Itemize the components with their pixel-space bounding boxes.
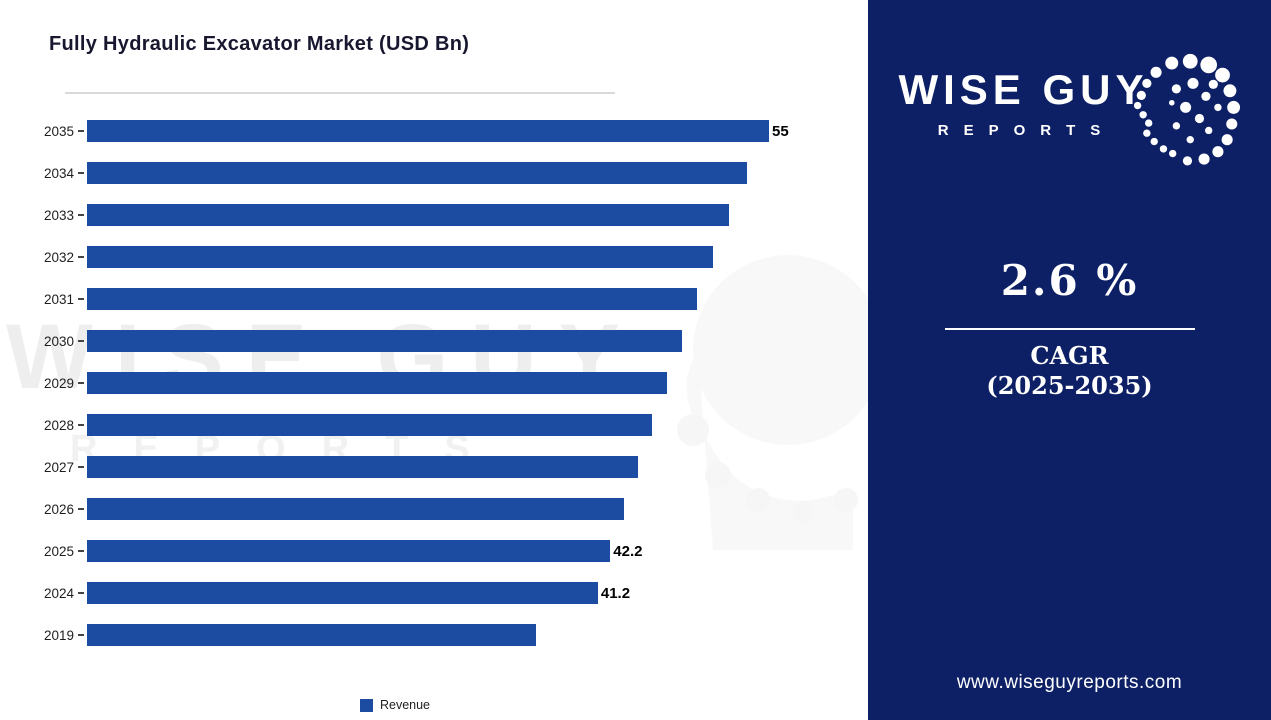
revenue-bar xyxy=(87,540,611,562)
bar-row: 2030 xyxy=(6,320,868,362)
bar-value-label: 41.2 xyxy=(600,584,631,602)
brand-subtitle: REPORTS xyxy=(937,122,1116,139)
revenue-bar xyxy=(87,498,624,520)
axis-tick-icon xyxy=(78,256,84,258)
cagr-value: 2.6 % xyxy=(1000,256,1139,305)
bar-track xyxy=(87,330,868,352)
bar-track: 55 xyxy=(87,120,868,142)
revenue-bar xyxy=(87,624,536,646)
axis-tick-icon xyxy=(78,298,84,300)
axis-tick-icon xyxy=(78,592,84,594)
y-axis-label: 2027 xyxy=(43,459,74,475)
bar-track xyxy=(87,246,868,268)
bar-track xyxy=(87,204,868,226)
bar-value-label: 42.2 xyxy=(613,542,643,560)
title-underline xyxy=(65,92,615,94)
revenue-bar xyxy=(87,204,730,226)
revenue-bar xyxy=(87,120,769,142)
legend: Revenue xyxy=(0,698,790,712)
revenue-bar xyxy=(87,456,638,478)
axis-tick-icon xyxy=(78,634,84,636)
chart-title: Fully Hydraulic Excavator Market (USD Bn… xyxy=(49,33,470,55)
y-axis-label: 2024 xyxy=(43,585,74,601)
y-axis-label: 2031 xyxy=(43,291,74,307)
bar-track: 41.2 xyxy=(87,582,868,604)
bar-track xyxy=(87,414,868,436)
bar-row: 2031 xyxy=(6,278,868,320)
revenue-bar xyxy=(87,582,598,604)
y-axis-label: 2034 xyxy=(43,165,74,181)
bar-track xyxy=(87,624,868,646)
brand-name: WISE GUY xyxy=(898,66,1149,113)
dotted-head-logo-icon xyxy=(1133,53,1240,166)
y-axis-label: 2033 xyxy=(43,207,74,223)
axis-tick-icon xyxy=(78,382,84,384)
bar-row: 2027 xyxy=(6,446,868,488)
y-axis-label: 2025 xyxy=(43,543,74,559)
axis-tick-icon xyxy=(78,550,84,552)
y-axis-label: 2030 xyxy=(43,333,74,349)
bar-row: 2032 xyxy=(6,236,868,278)
y-axis-label: 2029 xyxy=(43,375,74,391)
bar-value-label: 55 xyxy=(772,122,789,140)
bar-row: 2033 xyxy=(6,194,868,236)
website-link[interactable]: www.wiseguyreports.com xyxy=(956,672,1183,693)
bar-row: 2035 55 xyxy=(6,110,868,152)
bar-row: 2019 xyxy=(6,614,868,656)
cagr-label: CAGR (2025-2035) xyxy=(868,341,1271,401)
revenue-bar xyxy=(87,372,668,394)
legend-swatch xyxy=(359,698,373,712)
cagr-label-line2: (2025-2035) xyxy=(986,371,1153,400)
brand-logo: WISE GUY REPORTS xyxy=(868,52,1271,172)
bar-row: 2034 xyxy=(6,152,868,194)
bar-row: 2029 xyxy=(6,362,868,404)
revenue-bar xyxy=(87,330,683,352)
bar-row: 2028 xyxy=(6,404,868,446)
legend-label: Revenue xyxy=(379,698,431,712)
y-axis-label: 2032 xyxy=(43,249,74,265)
axis-tick-icon xyxy=(78,172,84,174)
side-panel: WISE GUY REPORTS xyxy=(868,0,1271,720)
cagr-divider-line xyxy=(945,328,1195,330)
bar-row: 2025 42.2 xyxy=(6,530,868,572)
axis-tick-icon xyxy=(78,130,84,132)
bar-track xyxy=(87,498,868,520)
revenue-bar xyxy=(87,414,653,436)
revenue-bar xyxy=(87,246,714,268)
axis-tick-icon xyxy=(78,424,84,426)
bar-rows: 2035 55 2034 2033 2032 2031 2030 2029 2028 2027 20… xyxy=(6,110,868,656)
bar-track xyxy=(87,372,868,394)
bar-row: 2026 xyxy=(6,488,868,530)
axis-tick-icon xyxy=(78,508,84,510)
bar-track xyxy=(87,288,868,310)
cagr-label-line1: CAGR xyxy=(1030,341,1109,370)
y-axis-label: 2035 xyxy=(43,123,74,139)
revenue-bar xyxy=(87,162,747,184)
y-axis-label: 2028 xyxy=(43,417,74,433)
revenue-bar xyxy=(87,288,698,310)
y-axis-label: 2026 xyxy=(43,501,74,517)
bar-row: 2024 41.2 xyxy=(6,572,868,614)
bar-track: 42.2 xyxy=(87,540,868,562)
axis-tick-icon xyxy=(78,466,84,468)
axis-tick-icon xyxy=(78,214,84,216)
y-axis-label: 2019 xyxy=(43,627,74,643)
axis-tick-icon xyxy=(78,340,84,342)
chart-content: Fully Hydraulic Excavator Market (USD Bn… xyxy=(0,33,868,712)
bar-track xyxy=(87,162,868,184)
chart-section: WISE GUY REPORTS Fully Hydraulic Excavat… xyxy=(0,33,868,712)
bar-track xyxy=(87,456,868,478)
brand-logo-text: WISE GUY REPORTS xyxy=(898,66,1148,172)
